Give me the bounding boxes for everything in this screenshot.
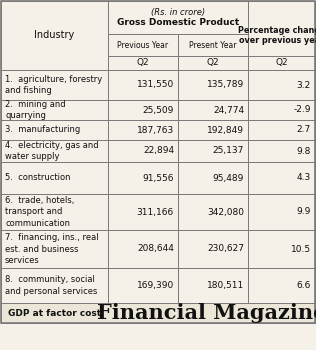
Bar	[248, 120, 315, 140]
Text: -2.9: -2.9	[294, 105, 311, 114]
Bar	[108, 230, 178, 268]
Text: 6.  trade, hotels,
transport and
communication: 6. trade, hotels, transport and communic…	[5, 196, 74, 228]
Bar	[1, 70, 108, 100]
Text: 192,849: 192,849	[207, 126, 244, 134]
Text: Q2: Q2	[207, 58, 219, 68]
Bar	[1, 100, 108, 120]
Text: Financial Magazine: Financial Magazine	[97, 303, 316, 323]
Text: 2.7: 2.7	[297, 126, 311, 134]
Bar	[1, 230, 108, 268]
Text: Industry: Industry	[34, 30, 75, 41]
Bar	[108, 194, 178, 230]
Bar	[248, 162, 315, 194]
Bar	[248, 1, 315, 70]
Bar	[1, 162, 108, 194]
Bar	[108, 162, 178, 194]
Bar	[178, 100, 248, 120]
Text: 180,511: 180,511	[207, 281, 244, 290]
Bar	[1, 1, 108, 70]
Text: 91,556: 91,556	[143, 174, 174, 182]
Text: 1.  agriculture, forestry
and fishing: 1. agriculture, forestry and fishing	[5, 75, 102, 95]
Text: 9.9: 9.9	[297, 208, 311, 217]
Bar	[248, 70, 315, 100]
Bar	[1, 303, 315, 323]
Text: 25,509: 25,509	[143, 105, 174, 114]
Bar	[108, 140, 178, 162]
Text: 10.5: 10.5	[291, 245, 311, 253]
Bar	[178, 194, 248, 230]
Bar	[248, 100, 315, 120]
Bar	[178, 120, 248, 140]
Text: 7.  financing, ins., real
est. and business
services: 7. financing, ins., real est. and busine…	[5, 233, 99, 265]
Text: 25,137: 25,137	[213, 147, 244, 155]
Bar	[108, 34, 178, 56]
Bar	[248, 140, 315, 162]
Text: 2.  mining and
quarrying: 2. mining and quarrying	[5, 100, 66, 120]
Text: 9.8: 9.8	[297, 147, 311, 155]
Text: 6.6: 6.6	[297, 281, 311, 290]
Bar	[108, 268, 178, 303]
Text: GDP at factor cost: GDP at factor cost	[8, 308, 101, 317]
Text: Gross Domestic Product: Gross Domestic Product	[117, 18, 239, 27]
Text: Previous Year: Previous Year	[118, 41, 168, 49]
Text: 131,550: 131,550	[137, 80, 174, 90]
Text: 208,644: 208,644	[137, 245, 174, 253]
Text: 3.2: 3.2	[297, 80, 311, 90]
Bar	[108, 56, 178, 70]
Text: 187,763: 187,763	[137, 126, 174, 134]
Bar	[178, 268, 248, 303]
Text: (Rs. in crore): (Rs. in crore)	[151, 8, 205, 17]
Bar	[178, 230, 248, 268]
Bar	[178, 162, 248, 194]
Text: 4.3: 4.3	[297, 174, 311, 182]
Text: 8.  community, social
and personal services: 8. community, social and personal servic…	[5, 275, 97, 295]
Bar	[108, 100, 178, 120]
Bar	[248, 268, 315, 303]
Bar	[108, 120, 178, 140]
Text: Percentage change: Percentage change	[238, 26, 316, 35]
Bar	[1, 140, 108, 162]
Bar	[178, 140, 248, 162]
Text: over previous year: over previous year	[239, 36, 316, 45]
Bar	[248, 230, 315, 268]
Text: 24,774: 24,774	[213, 105, 244, 114]
Text: Q2: Q2	[275, 58, 288, 68]
Text: 22,894: 22,894	[143, 147, 174, 155]
Text: 169,390: 169,390	[137, 281, 174, 290]
Bar	[1, 268, 108, 303]
Bar	[248, 194, 315, 230]
Bar	[108, 1, 248, 34]
Bar	[178, 70, 248, 100]
Text: 342,080: 342,080	[207, 208, 244, 217]
Bar	[1, 120, 108, 140]
Text: 95,489: 95,489	[213, 174, 244, 182]
Text: Q2: Q2	[137, 58, 149, 68]
Text: 230,627: 230,627	[207, 245, 244, 253]
Text: Present Year: Present Year	[189, 41, 237, 49]
Text: 311,166: 311,166	[137, 208, 174, 217]
Bar	[178, 34, 248, 56]
Bar	[178, 56, 248, 70]
Text: 5.  construction: 5. construction	[5, 174, 70, 182]
Text: 4.  electricity, gas and
water supply: 4. electricity, gas and water supply	[5, 141, 99, 161]
Bar	[1, 194, 108, 230]
Text: 135,789: 135,789	[207, 80, 244, 90]
Text: 3.  manufacturing: 3. manufacturing	[5, 126, 80, 134]
Bar	[248, 56, 315, 70]
Bar	[108, 70, 178, 100]
